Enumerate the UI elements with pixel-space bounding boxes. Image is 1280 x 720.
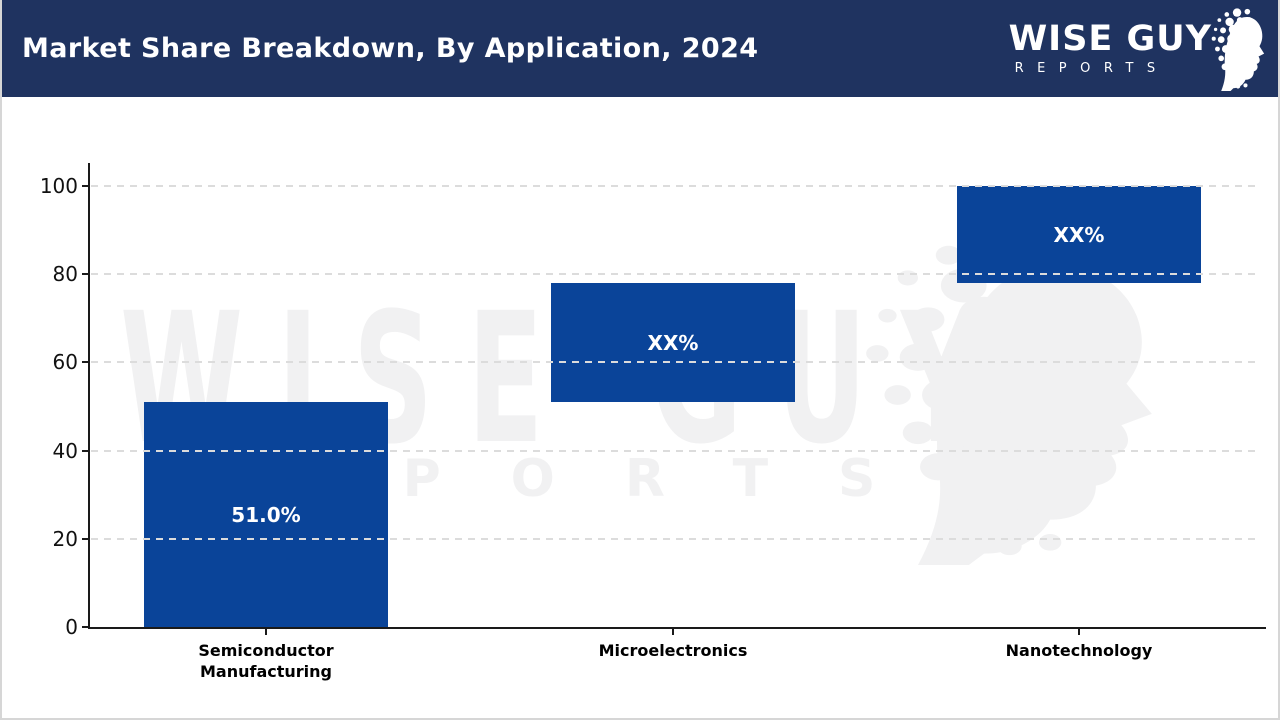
y-tick-label: 0: [65, 615, 78, 639]
gridline: [91, 361, 1257, 364]
page-title: Market Share Breakdown, By Application, …: [22, 33, 759, 64]
y-tick: [82, 273, 89, 276]
logo-wordmark: WISE GUY: [1008, 18, 1212, 59]
y-tick: [82, 626, 89, 628]
y-tick: [82, 185, 89, 187]
gridline: [91, 185, 1257, 187]
x-tick: [265, 627, 267, 635]
y-tick-label: 40: [52, 438, 78, 463]
x-tick: [1078, 627, 1080, 635]
x-tick: [672, 627, 674, 635]
x-category-line: Manufacturing: [200, 662, 332, 681]
gridline: [91, 537, 1257, 540]
y-axis-line: [88, 163, 90, 629]
bar: XX%: [551, 283, 795, 403]
gridline: [91, 273, 1257, 276]
y-tick-label: 100: [39, 174, 78, 198]
plot-area: WISE GUY REPORTS 0 20 40 60 80 100 51.0% XX% XX%…: [2, 97, 1278, 718]
y-tick-label: 80: [52, 262, 78, 287]
y-tick: [82, 361, 89, 364]
logo-text: WISE GUY REPORTS: [1009, 20, 1212, 78]
x-category-label: Nanotechnology: [919, 640, 1239, 661]
gridline: [91, 449, 1257, 452]
y-tick-label: 20: [52, 526, 78, 551]
y-tick: [82, 537, 89, 540]
bar: XX%: [957, 186, 1201, 284]
x-axis-line: [88, 627, 1266, 629]
logo-head-icon: [1210, 7, 1266, 91]
bar: 51.0%: [144, 402, 388, 627]
header-bar: Market Share Breakdown, By Application, …: [2, 0, 1278, 97]
x-category-line: Nanotechnology: [1005, 641, 1153, 660]
x-category-label: Microelectronics: [513, 640, 833, 661]
x-category-line: Microelectronics: [598, 641, 748, 660]
x-category-line: Semiconductor: [198, 641, 334, 660]
x-category-label: Semiconductor Manufacturing: [106, 640, 426, 682]
logo-subtitle: REPORTS: [1014, 60, 1169, 76]
bar-value-label: XX%: [647, 330, 699, 355]
wiseguy-logo: WISE GUY REPORTS: [1009, 7, 1266, 91]
bar-value-label: XX%: [1053, 222, 1105, 247]
y-tick: [82, 449, 89, 452]
bar-value-label: 51.0%: [231, 502, 301, 527]
y-tick-label: 60: [52, 350, 78, 375]
